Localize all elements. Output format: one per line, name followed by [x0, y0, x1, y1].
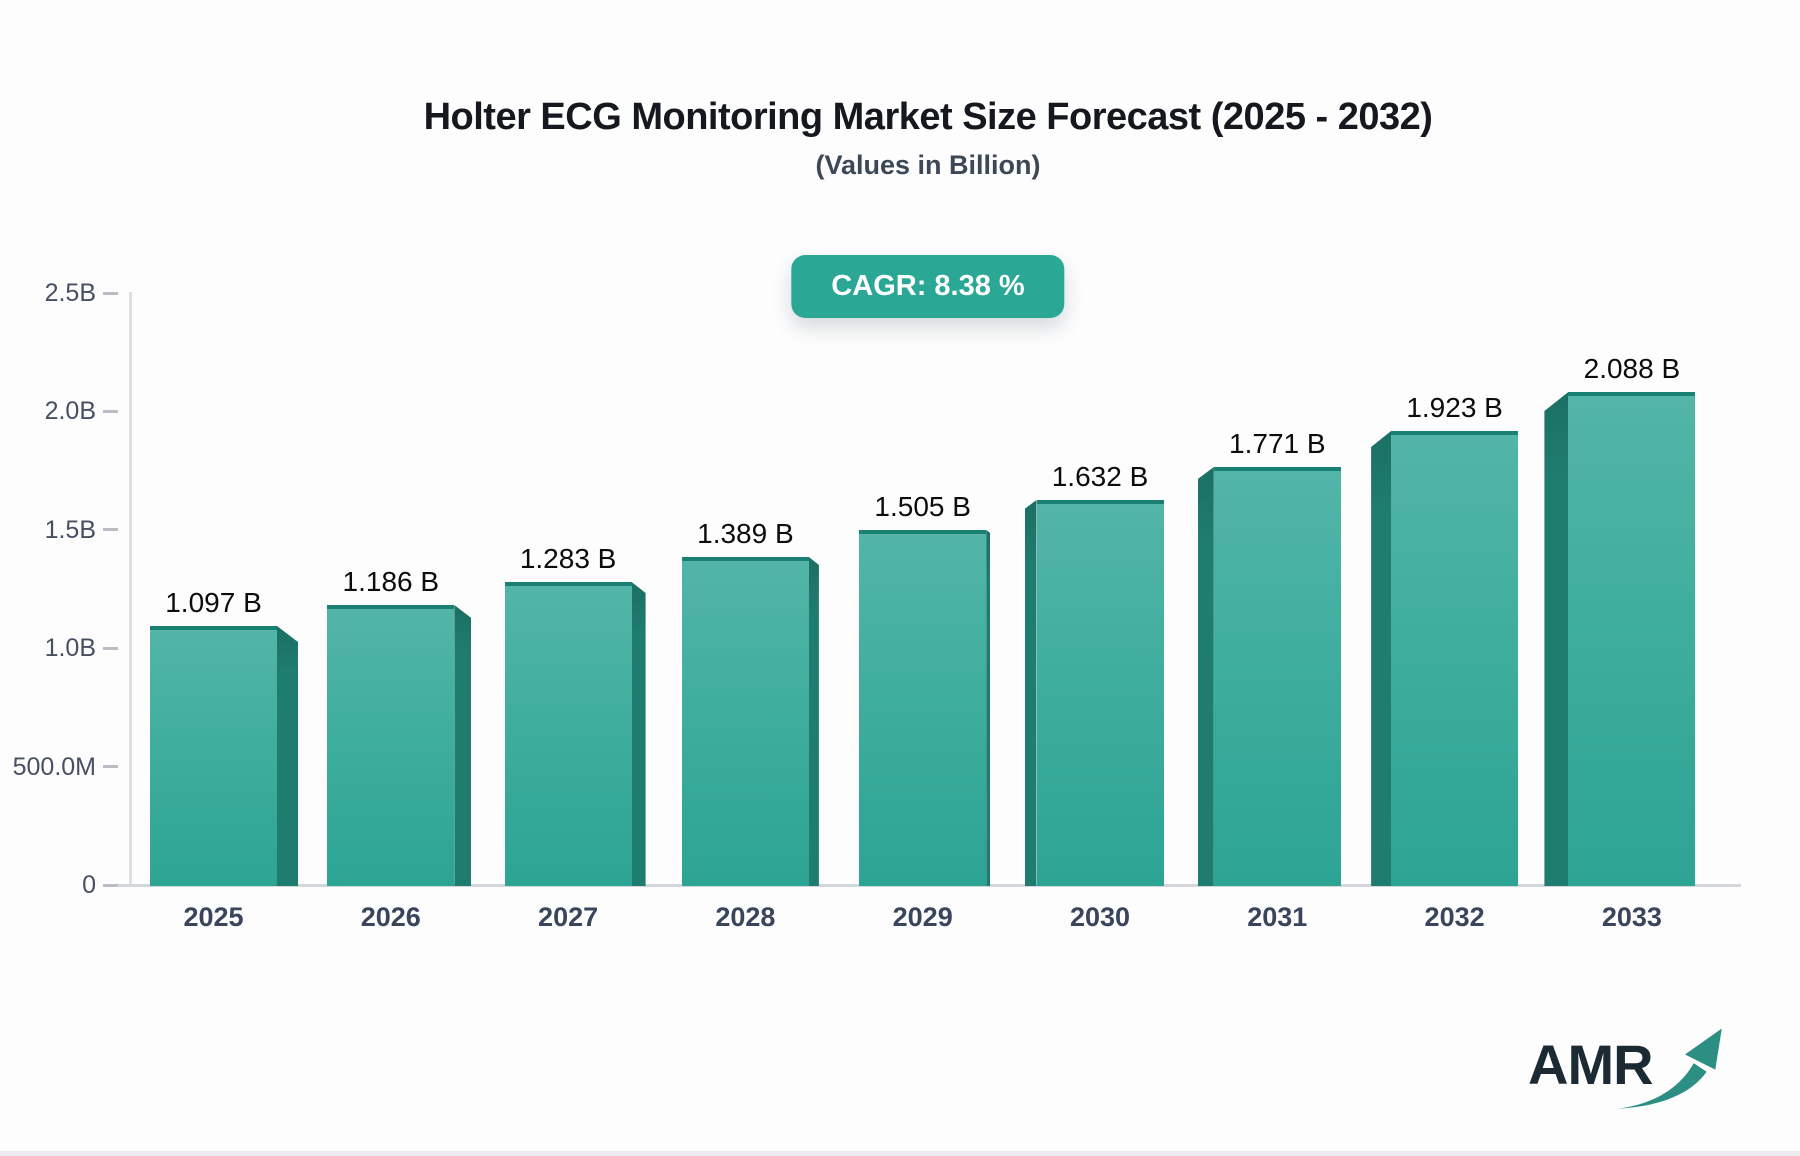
y-tick-label-1.0B: 1.0B: [44, 634, 96, 663]
y-axis-line: [129, 292, 132, 886]
x-label-2025: 2025: [183, 902, 244, 932]
chart-title: Holter ECG Monitoring Market Size Foreca…: [423, 96, 1433, 138]
x-label-2028: 2028: [715, 902, 776, 932]
chart-subtitle: (Values in Billion): [815, 150, 1041, 180]
amr-logo: AMR: [1528, 1028, 1722, 1110]
x-label-2032: 2032: [1424, 902, 1485, 932]
bar-front-face: [1036, 500, 1164, 886]
x-label-2027: 2027: [538, 902, 599, 932]
bar-2027[interactable]: [504, 582, 646, 886]
bar-front-face: [1391, 431, 1519, 886]
y-tick-2.0B: [103, 409, 118, 413]
plot-area: 1.097 B 1.186 B 1.283 B 1.389 B 1.505 B 1.632…: [131, 294, 1741, 886]
bar-value-label-2030: 1.632 B: [1051, 461, 1149, 492]
bar-value-label-2032: 1.923 B: [1406, 392, 1503, 423]
bar-value-label-2031: 1.771 B: [1229, 428, 1326, 459]
x-label-2029: 2029: [892, 902, 953, 932]
bar-2028[interactable]: [681, 557, 819, 886]
bar-2031[interactable]: [1197, 467, 1341, 886]
bar-2033[interactable]: [1544, 392, 1696, 886]
cagr-badge: CAGR: 8.38 %: [791, 255, 1065, 318]
bar-value-label-2027: 1.283 B: [519, 543, 617, 574]
bar-value-label-2026: 1.186 B: [342, 566, 440, 597]
bar-side-face: [808, 557, 819, 886]
bar-2026[interactable]: [327, 605, 472, 886]
bar-front-face: [681, 557, 809, 886]
y-tick-500.0M: [103, 765, 118, 769]
x-label-2033: 2033: [1601, 902, 1662, 932]
bar-side-face: [1544, 392, 1569, 886]
y-tick-1.0B: [103, 646, 118, 650]
bar-front-face: [327, 605, 455, 886]
bar-side-face: [454, 605, 472, 886]
bar-side-face: [631, 582, 646, 886]
bar-front-face: [504, 582, 632, 886]
bar-value-label-2029: 1.505 B: [874, 491, 971, 522]
y-tick-label-1.5B: 1.5B: [44, 515, 96, 544]
bar-front-face: [1213, 467, 1341, 886]
bar-front-face: [150, 626, 277, 886]
bar-side-face: [1197, 467, 1214, 886]
y-tick-0: [103, 883, 118, 887]
bar-value-label-2033: 2.088 B: [1583, 353, 1681, 384]
bar-2029[interactable]: [859, 530, 991, 886]
bar-side-face: [277, 626, 298, 886]
amr-logo-text: AMR: [1528, 1033, 1654, 1096]
y-tick-label-0: 0: [82, 871, 96, 899]
bar-side-face: [1371, 431, 1392, 886]
x-label-2031: 2031: [1247, 902, 1308, 932]
y-tick-label-500.0M: 500.0M: [12, 752, 96, 781]
x-label-2030: 2030: [1069, 902, 1131, 932]
y-tick-1.5B: [103, 528, 118, 532]
bar-front-face: [859, 530, 987, 886]
y-tick-label-2.0B: 2.0B: [44, 397, 96, 426]
bar-2030[interactable]: [1024, 500, 1164, 886]
x-label-2026: 2026: [360, 902, 421, 932]
y-tick-label-2.5B: 2.5B: [44, 279, 96, 307]
bar-side-face: [986, 530, 991, 886]
growth-arrow-icon: [1617, 1028, 1722, 1109]
y-tick-2.5B: [103, 291, 118, 295]
bar-front-face: [1568, 392, 1696, 886]
bar-side-face: [1024, 500, 1037, 886]
bar-2032[interactable]: [1371, 431, 1519, 886]
bar-2025[interactable]: [150, 626, 298, 886]
bar-value-label-2025: 1.097 B: [165, 587, 262, 618]
bar-value-label-2028: 1.389 B: [697, 518, 794, 549]
